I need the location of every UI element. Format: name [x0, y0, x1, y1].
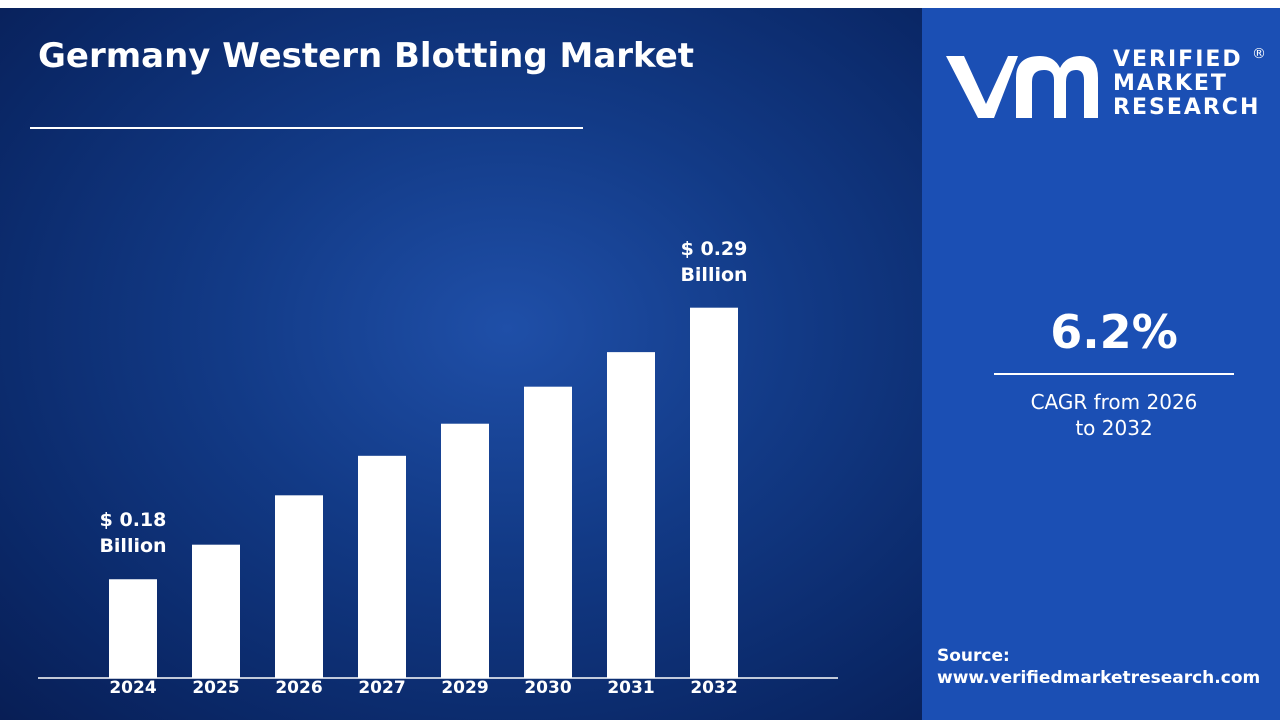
- source-label: Source:: [937, 646, 1010, 666]
- bar: [358, 455, 406, 678]
- x-tick-label: 2027: [358, 678, 405, 698]
- x-tick-label: 2030: [524, 678, 571, 698]
- bar: [524, 386, 572, 678]
- bar: [109, 579, 157, 678]
- cagr-rule: [994, 373, 1234, 375]
- x-tick-label: 2024: [109, 678, 156, 698]
- logo-line: VERIFIED: [1113, 47, 1243, 72]
- bar: [441, 423, 489, 678]
- sidebar: [922, 8, 1280, 720]
- cagr-caption: CAGR from 2026 to 2032: [1030, 390, 1198, 440]
- x-tick-label: 2026: [275, 678, 322, 698]
- bar: [607, 352, 655, 678]
- logo-text: VERIFIED MARKET RESEARCH: [1113, 48, 1260, 120]
- bar: [192, 544, 240, 678]
- value-label: $ 0.18 Billion: [99, 509, 167, 558]
- value-label: $ 0.29 Billion: [680, 237, 748, 286]
- logo-mark: [946, 56, 1098, 118]
- chart-title: Germany Western Blotting Market: [38, 36, 695, 76]
- cagr-value: 6.2%: [1050, 305, 1178, 359]
- x-tick-label: 2029: [441, 678, 488, 698]
- chart: 2024 2025 2026 2027 2029 2030 2031 2032: [0, 0, 922, 720]
- x-tick-label: 2025: [192, 678, 239, 698]
- logo-line: RESEARCH: [1113, 95, 1261, 120]
- logo-line: MARKET: [1113, 71, 1228, 96]
- bar: [275, 495, 323, 678]
- source-url: www.verifiedmarketresearch.com: [937, 668, 1261, 688]
- x-tick-label: 2032: [690, 678, 737, 698]
- x-tick-label: 2031: [607, 678, 654, 698]
- registered-mark: ®: [1252, 46, 1266, 62]
- title-rule: [30, 127, 583, 129]
- bar: [690, 307, 738, 678]
